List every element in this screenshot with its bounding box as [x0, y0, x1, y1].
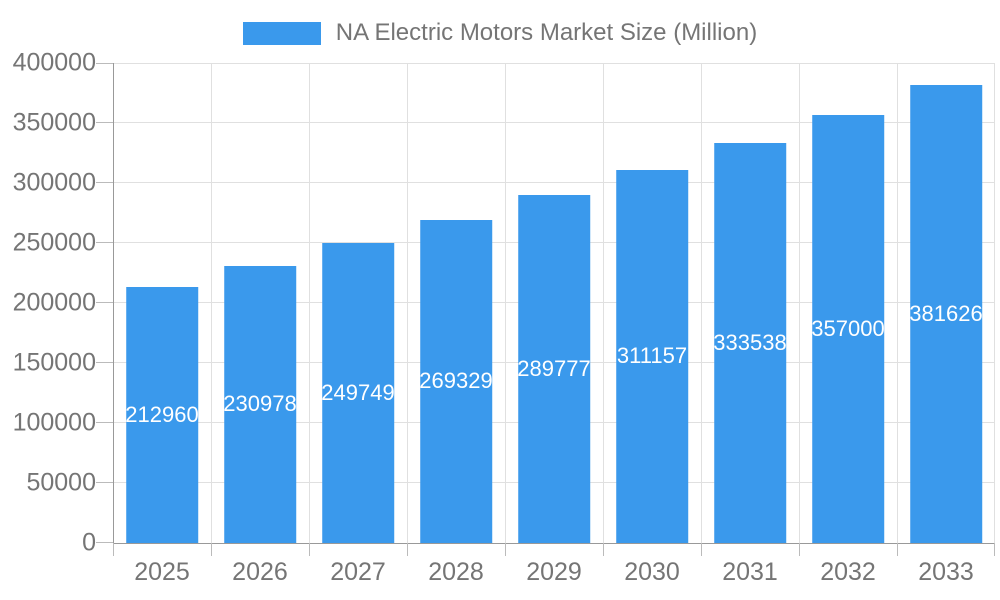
bar-2029: 289777 — [518, 195, 590, 543]
y-tick — [96, 542, 113, 543]
y-tick — [96, 362, 113, 363]
plot-area: 212960 230978 249749 269329 289777 311157 3335… — [113, 63, 995, 544]
bar-2027: 249749 — [322, 243, 394, 543]
y-axis-ticks — [96, 63, 113, 543]
x-axis-ticks — [113, 543, 995, 556]
x-tick-label: 2031 — [722, 558, 778, 586]
y-tick — [96, 302, 113, 303]
x-axis-line — [113, 543, 995, 544]
h-gridline — [113, 122, 995, 123]
bar-value-label: 230978 — [224, 391, 296, 417]
bar-2025: 212960 — [126, 287, 198, 543]
v-gridline — [700, 63, 702, 543]
v-gridline — [406, 63, 408, 543]
y-tick-label: 250000 — [12, 228, 96, 257]
v-gridline — [505, 63, 506, 543]
bar-2031: 333538 — [714, 142, 786, 543]
x-axis-labels: 2025 2026 2027 2028 2029 2030 2031 2032 2033 — [113, 558, 995, 588]
y-tick — [96, 482, 113, 483]
x-tick — [505, 543, 506, 556]
bars: 212960 230978 249749 269329 289777 311157 3335… — [113, 63, 995, 543]
x-tick-label: 2027 — [330, 558, 386, 586]
x-tick-label: 2025 — [134, 558, 190, 586]
bar-value-label: 289777 — [518, 356, 590, 382]
bar-value-label: 269329 — [420, 368, 492, 394]
y-axis-labels: 0 50000 100000 150000 200000 250000 300000 3500… — [0, 49, 96, 557]
y-tick-label: 0 — [82, 528, 96, 557]
bar-value-label: 381626 — [910, 301, 982, 327]
x-tick-label: 2029 — [526, 558, 582, 586]
bar-2026: 230978 — [224, 265, 296, 543]
bar-2033: 381626 — [910, 85, 982, 543]
y-axis-line — [113, 63, 114, 543]
y-tick-label: 350000 — [12, 108, 96, 137]
v-gridline — [309, 63, 310, 543]
h-gridline — [113, 63, 995, 64]
y-tick-label: 50000 — [26, 468, 96, 497]
x-tick — [211, 543, 212, 556]
bar-2030: 311157 — [616, 169, 688, 543]
v-gridline — [994, 63, 995, 543]
x-tick-label: 2026 — [232, 558, 288, 586]
bar-value-label: 357000 — [812, 315, 884, 341]
y-tick — [96, 242, 113, 243]
legend-label: NA Electric Motors Market Size (Million) — [335, 19, 758, 46]
x-tick — [994, 543, 995, 556]
y-tick-label: 100000 — [12, 408, 96, 437]
x-tick — [406, 543, 408, 556]
x-tick — [309, 543, 310, 556]
bar-value-label: 249749 — [322, 380, 394, 406]
v-gridline — [897, 63, 898, 543]
x-tick-label: 2032 — [820, 558, 876, 586]
bar-value-label: 212960 — [126, 402, 198, 428]
y-tick — [96, 63, 113, 64]
y-tick-label: 150000 — [12, 348, 96, 377]
x-tick — [113, 543, 114, 556]
x-tick — [799, 543, 800, 556]
v-gridline — [211, 63, 212, 543]
y-tick-label: 400000 — [12, 48, 96, 77]
legend-item[interactable]: NA Electric Motors Market Size (Million) — [242, 19, 758, 46]
h-gridline — [113, 182, 995, 183]
y-tick-label: 300000 — [12, 168, 96, 197]
bar-2032: 357000 — [812, 114, 884, 543]
x-tick-label: 2033 — [918, 558, 974, 586]
v-gridline — [799, 63, 800, 543]
x-tick — [897, 543, 898, 556]
y-tick — [96, 422, 113, 423]
legend: NA Electric Motors Market Size (Million) — [0, 21, 1000, 45]
bar-value-label: 333538 — [714, 329, 786, 355]
legend-swatch — [242, 21, 321, 45]
y-tick — [96, 182, 113, 183]
x-tick — [700, 543, 702, 556]
v-gridline — [603, 63, 604, 543]
y-tick-label: 200000 — [12, 288, 96, 317]
bar-2028: 269329 — [420, 219, 492, 543]
y-tick — [96, 122, 113, 123]
x-tick — [603, 543, 604, 556]
x-tick-label: 2028 — [428, 558, 484, 586]
x-tick-label: 2030 — [624, 558, 680, 586]
bar-value-label: 311157 — [616, 343, 688, 369]
